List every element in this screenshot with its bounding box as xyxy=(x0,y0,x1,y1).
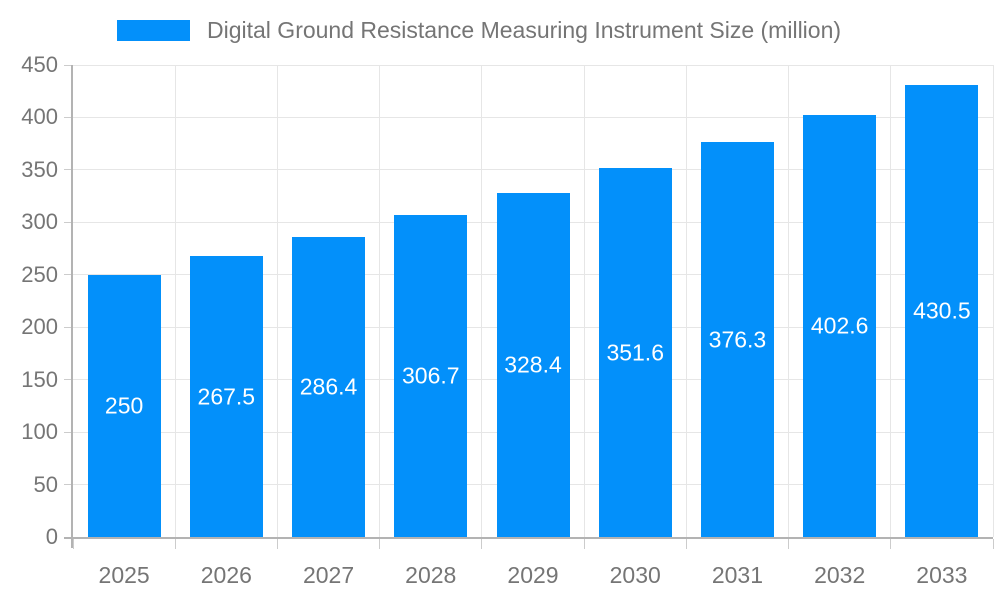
gridline-vertical xyxy=(992,65,994,537)
bar-value-label: 306.7 xyxy=(401,362,460,389)
bar-value-label: 351.6 xyxy=(606,339,664,366)
bar-value-label: 286.4 xyxy=(299,373,358,400)
y-axis-tick xyxy=(64,169,73,171)
legend-label: Digital Ground Resistance Measuring Inst… xyxy=(207,17,842,43)
y-axis-label: 300 xyxy=(21,209,58,235)
y-axis-label: 450 xyxy=(21,52,58,77)
x-axis-label: 2031 xyxy=(711,562,764,588)
x-axis-label: 2025 xyxy=(98,562,150,588)
y-axis-label: 150 xyxy=(21,366,58,392)
bar-2031[interactable]: 376.3 xyxy=(700,142,774,537)
gridline-vertical xyxy=(890,65,892,537)
x-axis-label: 2026 xyxy=(200,562,252,588)
x-axis-label: 2027 xyxy=(302,562,355,588)
y-axis-label: 200 xyxy=(21,314,58,340)
gridline-horizontal xyxy=(73,116,993,118)
bar-2026[interactable]: 267.5 xyxy=(189,256,263,537)
y-axis-tick xyxy=(64,221,73,223)
y-axis-tick xyxy=(64,484,73,486)
x-axis-label: 2033 xyxy=(916,562,968,588)
gridline-vertical xyxy=(788,65,790,537)
x-axis-label: 2029 xyxy=(507,562,559,588)
y-axis-tick xyxy=(64,431,73,433)
y-axis-line xyxy=(71,65,73,548)
y-axis-label: 0 xyxy=(45,524,58,549)
x-axis-tick xyxy=(583,539,585,549)
y-axis-tick xyxy=(64,379,73,381)
legend-swatch xyxy=(117,20,190,41)
bar-value-label: 402.6 xyxy=(810,312,869,339)
bar-2027[interactable]: 286.4 xyxy=(292,236,366,537)
y-axis-tick xyxy=(64,64,73,66)
x-axis-tick xyxy=(992,539,994,549)
bar-value-label: 328.4 xyxy=(504,351,562,378)
x-axis-line xyxy=(64,537,993,539)
bar-value-label: 430.5 xyxy=(913,297,971,324)
x-axis-tick xyxy=(788,539,790,549)
gridline-vertical xyxy=(481,65,483,537)
x-axis-label: 2028 xyxy=(405,562,457,588)
x-axis-tick xyxy=(890,539,892,549)
y-axis-label: 350 xyxy=(21,156,58,182)
bar-value-label: 267.5 xyxy=(197,383,256,410)
x-axis-tick xyxy=(481,539,483,549)
bar-2033[interactable]: 430.5 xyxy=(905,85,979,537)
y-axis-tick xyxy=(64,116,73,118)
gridline-vertical xyxy=(379,65,381,537)
bar-2030[interactable]: 351.6 xyxy=(598,168,672,537)
bar-2025[interactable]: 250 xyxy=(87,274,161,537)
y-axis-label: 400 xyxy=(21,104,58,130)
y-axis-tick xyxy=(64,274,73,276)
y-axis-label: 50 xyxy=(33,471,58,497)
y-axis-tick xyxy=(64,326,73,328)
y-axis-label: 250 xyxy=(21,261,58,287)
x-axis-label: 2032 xyxy=(814,562,866,588)
gridline-vertical xyxy=(276,65,278,537)
bar-2028[interactable]: 306.7 xyxy=(394,215,468,537)
bar-2029[interactable]: 328.4 xyxy=(496,192,570,537)
x-axis-tick xyxy=(72,539,74,549)
bar-2032[interactable]: 402.6 xyxy=(803,114,877,537)
gridline-vertical xyxy=(583,65,585,537)
gridline-vertical xyxy=(174,65,176,537)
x-axis-label: 2030 xyxy=(609,562,661,588)
x-axis-tick xyxy=(276,539,278,549)
y-axis-label: 100 xyxy=(21,419,58,445)
bar-value-label: 376.3 xyxy=(708,326,767,353)
x-axis-tick xyxy=(379,539,381,549)
gridline-horizontal xyxy=(73,64,993,66)
x-axis-tick xyxy=(174,539,176,549)
gridline-vertical xyxy=(685,65,687,537)
bar-value-label: 250 xyxy=(104,392,144,419)
x-axis-tick xyxy=(685,539,687,549)
legend-item[interactable]: Digital Ground Resistance Measuring Inst… xyxy=(117,17,841,44)
gridline-horizontal xyxy=(73,169,993,171)
